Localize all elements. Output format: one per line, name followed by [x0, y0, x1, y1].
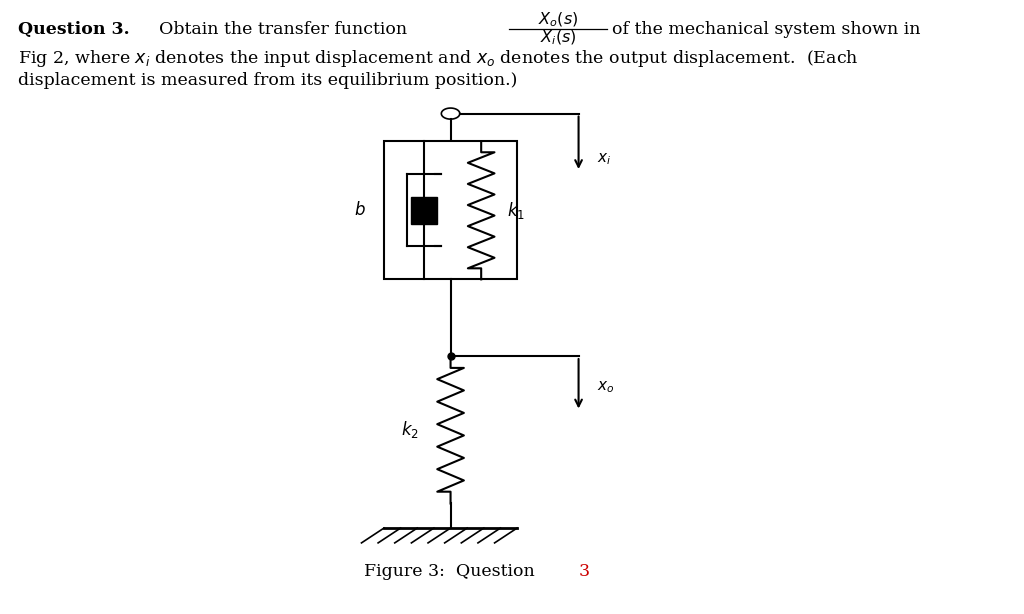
- Text: $b$: $b$: [354, 201, 366, 219]
- Bar: [384, 141, 517, 279]
- Text: $x_i$: $x_i$: [597, 152, 611, 168]
- Text: Figure 3:  Question: Figure 3: Question: [364, 563, 540, 580]
- Text: 3: 3: [579, 563, 590, 580]
- Text: displacement is measured from its equilibrium position.): displacement is measured from its equili…: [18, 72, 518, 90]
- Text: $X_i(s)$: $X_i(s)$: [540, 29, 577, 47]
- Text: Fig 2, where $x_i$ denotes the input displacement and $x_o$ denotes the output d: Fig 2, where $x_i$ denotes the input dis…: [18, 48, 859, 69]
- Text: $X_o(s)$: $X_o(s)$: [538, 11, 579, 29]
- Text: of the mechanical system shown in: of the mechanical system shown in: [612, 21, 921, 39]
- Bar: [411, 196, 437, 224]
- Text: $k_1$: $k_1$: [507, 200, 524, 221]
- Text: $x_o$: $x_o$: [597, 379, 614, 395]
- Text: Question 3.: Question 3.: [18, 21, 130, 39]
- Text: $k_2$: $k_2$: [401, 419, 419, 440]
- Text: Obtain the transfer function: Obtain the transfer function: [159, 21, 407, 39]
